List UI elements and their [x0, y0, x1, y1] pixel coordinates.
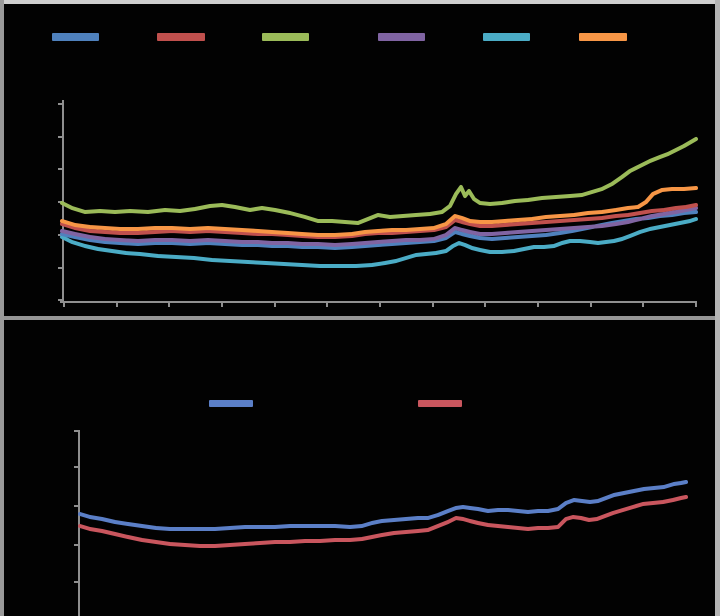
top-chart-line-orange [60, 186, 698, 237]
frame-border-left [0, 0, 4, 616]
frame-border-top [0, 0, 720, 4]
top-chart-line-teal [60, 217, 698, 268]
top-chart-group [58, 100, 698, 307]
bottom-chart-line-blue [78, 480, 688, 531]
bottom-chart-panel [4, 320, 715, 616]
panel-divider [0, 316, 720, 320]
frame-border-right [715, 0, 720, 616]
top-chart-line-purple [60, 206, 698, 247]
bottom-chart-group [74, 430, 688, 616]
top-chart-line-green [60, 137, 698, 225]
bottom-chart-line-red [78, 495, 688, 548]
